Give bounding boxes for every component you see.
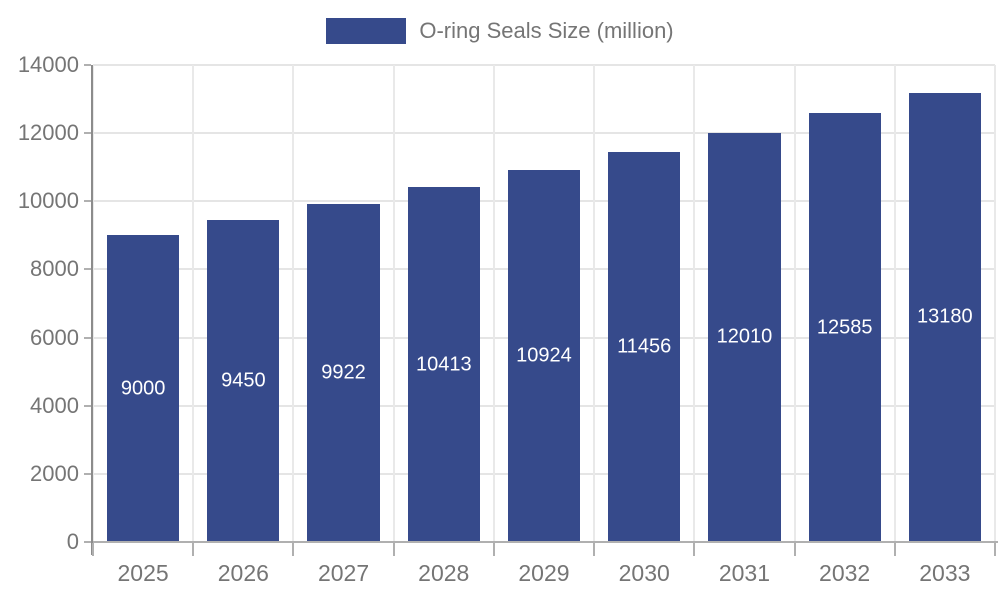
x-tick-mark-4	[492, 543, 495, 556]
gridline-x-3	[392, 65, 395, 542]
gridline-x-4	[492, 65, 495, 542]
x-tick-mark-0	[92, 543, 94, 556]
bar-value-label-2030: 11456	[617, 335, 672, 358]
bar-2030[interactable]: 11456	[608, 151, 681, 542]
bar-value-label-2029: 10924	[516, 344, 572, 367]
y-tick-label-4000: 4000	[30, 392, 79, 418]
x-tick-mark-6	[693, 543, 696, 556]
x-tick-mark-1	[192, 543, 195, 556]
x-tick-label-2025: 2025	[117, 560, 169, 586]
x-tick-mark-5	[593, 543, 596, 556]
x-tick-label-2026: 2026	[217, 560, 269, 586]
y-tick-mark-10000	[84, 200, 91, 203]
x-tick-label-2029: 2029	[518, 560, 570, 586]
bar-cell-2029: 10924	[494, 65, 594, 542]
gridline-y-12000	[93, 132, 995, 135]
y-tick-label-8000: 8000	[30, 256, 79, 282]
gridline-x-8	[893, 65, 896, 542]
y-tick-mark-2000	[84, 472, 91, 475]
bar-value-label-2028: 10413	[415, 353, 472, 376]
y-tick-label-12000: 12000	[17, 120, 79, 146]
y-axis-line	[91, 65, 93, 555]
bar-cell-2027: 9922	[293, 65, 393, 542]
x-tick-label-2031: 2031	[718, 560, 770, 586]
bar-2027[interactable]: 9922	[307, 203, 380, 542]
y-tick-label-6000: 6000	[30, 324, 79, 350]
x-tick-label-2032: 2032	[819, 560, 871, 586]
x-tick-mark-2	[292, 543, 295, 556]
bar-cell-2030: 11456	[594, 65, 694, 542]
bar-cell-2028: 10413	[394, 65, 494, 542]
x-tick-label-2028: 2028	[418, 560, 470, 586]
bar-2032[interactable]: 12585	[808, 113, 881, 542]
x-tick-label-2027: 2027	[317, 560, 370, 586]
bar-cell-2031: 12010	[694, 65, 794, 542]
y-tick-mark-12000	[84, 132, 91, 135]
bar-2033[interactable]: 13180	[908, 92, 981, 542]
bars-container: 9000 9450 9922 10413 10924 11456 12010 12585 131…	[93, 65, 995, 542]
legend[interactable]: O-ring Seals Size (million)	[0, 18, 1000, 44]
x-tick-label-2033: 2033	[919, 560, 971, 586]
y-tick-label-10000: 10000	[17, 188, 79, 214]
gridline-x-9	[994, 65, 996, 542]
y-tick-mark-4000	[84, 404, 91, 407]
bar-value-label-2027: 9922	[321, 361, 366, 384]
x-tick-mark-3	[392, 543, 395, 556]
bar-2025[interactable]: 9000	[107, 235, 180, 542]
x-tick-mark-9	[994, 543, 996, 556]
bar-cell-2026: 9450	[193, 65, 293, 542]
vertical-gridlines	[92, 65, 996, 542]
x-axis-ticks	[92, 543, 996, 556]
y-axis-labels: 0 2000 4000 6000 8000 10000 12000 14000	[0, 52, 79, 554]
y-tick-label-2000: 2000	[30, 460, 79, 486]
gridline-x-7	[793, 65, 796, 542]
bar-value-label-2026: 9450	[221, 369, 266, 392]
y-tick-label-14000: 14000	[17, 52, 79, 77]
legend-label: O-ring Seals Size (million)	[419, 18, 674, 43]
x-tick-mark-8	[893, 543, 896, 556]
bar-2026[interactable]: 9450	[207, 220, 280, 542]
x-axis-line	[85, 541, 998, 543]
y-tick-mark-14000	[84, 64, 91, 66]
bar-value-label-2025: 9000	[120, 377, 166, 400]
bar-2031[interactable]: 12010	[708, 132, 781, 542]
y-axis-ticks	[84, 64, 91, 543]
bar-value-label-2031: 12010	[716, 325, 773, 348]
gridline-x-1	[192, 65, 195, 542]
plot-area: 9000 9450 9922 10413 10924 11456 12010 12585 131…	[92, 64, 996, 542]
gridline-y-14000	[93, 64, 995, 66]
y-tick-mark-8000	[84, 268, 91, 271]
x-tick-mark-7	[793, 543, 796, 556]
y-tick-mark-6000	[84, 336, 91, 339]
y-tick-label-0: 0	[66, 529, 79, 554]
bar-value-label-2032: 12585	[816, 316, 873, 339]
bar-2029[interactable]: 10924	[507, 169, 581, 542]
gridline-x-2	[292, 65, 295, 542]
bar-cell-2032: 12585	[795, 65, 895, 542]
gridline-x-5	[593, 65, 596, 542]
legend-swatch	[326, 18, 407, 44]
bar-cell-2025: 9000	[93, 65, 193, 542]
bar-2028[interactable]: 10413	[407, 187, 480, 542]
x-axis-labels: 2025 2026 2027 2028 2029 2030 2031 2032 2033	[93, 556, 995, 590]
gridline-x-0	[92, 65, 94, 542]
bar-cell-2033: 13180	[895, 65, 995, 542]
x-tick-label-2030: 2030	[618, 560, 670, 586]
gridline-x-6	[693, 65, 696, 542]
bar-value-label-2033: 13180	[917, 305, 973, 328]
